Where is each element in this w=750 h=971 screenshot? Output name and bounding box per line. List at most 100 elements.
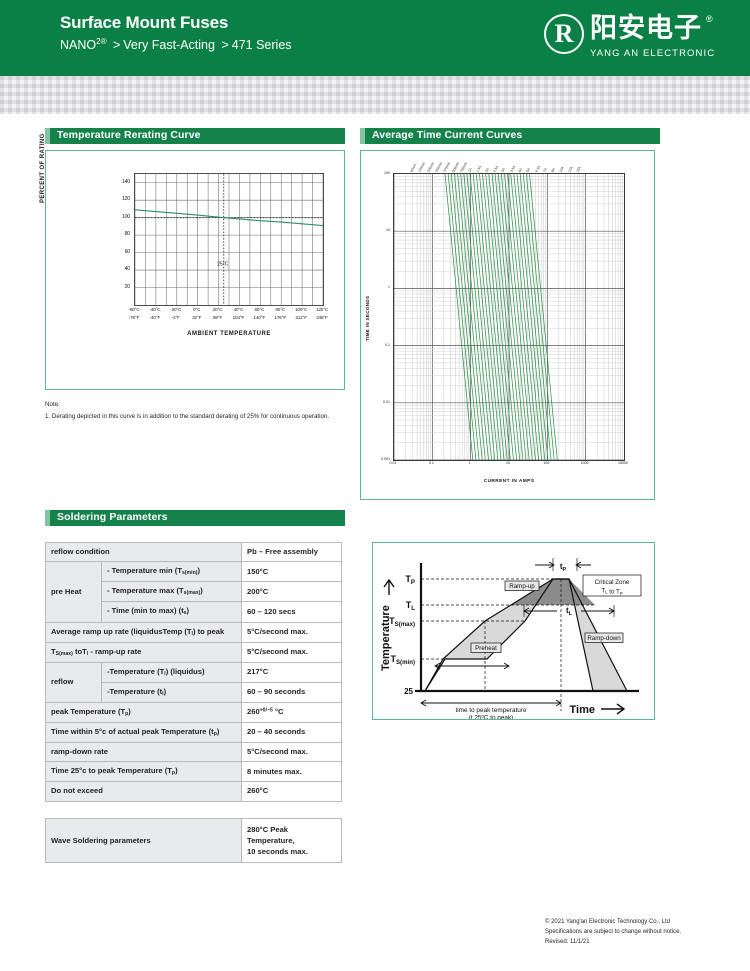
solder-row-value: 260+0/−5 °C (241, 701, 342, 724)
tcc-y-tick: 1 (388, 285, 390, 290)
derating-x-tick-fahrenheit: 32°F (192, 315, 202, 320)
table-row: - Temperature max (Ts(max)) 200°C (46, 581, 342, 603)
tcc-rating-label: 12A (567, 165, 574, 173)
solder-group-label: reflow (45, 661, 102, 703)
tcc-x-tick: 1 (468, 461, 471, 465)
solder-row-label: ramp-down rate (45, 742, 242, 763)
subtitle-chevron-1: > (112, 38, 121, 53)
section-header-soldering-label: Soldering Parameters (57, 511, 168, 523)
reflow-profile-panel: TP TL TS(max) TS(min) 25 Temperature Time Ramp-… (372, 542, 655, 720)
section-header-derating: Temperature Rerating Curve (45, 128, 345, 144)
reflow-bottom-label-1: time to peak temperature (455, 707, 526, 714)
reflow-profile-diagram: TP TL TS(max) TS(min) 25 Temperature Time Ramp-… (380, 558, 642, 720)
derating-x-tick-celsius: -40°C (149, 307, 161, 312)
tcc-y-tick: 100 (384, 171, 390, 175)
reflow-bottom-label-2: (t 25ºC to peak) (469, 715, 514, 720)
solder-row-value: 60 – 90 seconds (241, 681, 342, 703)
solder-row-label: TS(max) toTl - ramp-up rate (45, 641, 242, 663)
soldering-parameters-table: reflow condition Pb – Free assembly pre He… (45, 541, 342, 802)
wave-soldering-value: 280°C Peak Temperature, 10 seconds max. (241, 818, 342, 863)
reflow-ramp-down-label: Ramp-down (587, 635, 621, 642)
subtitle-series: 471 Series (231, 38, 292, 53)
table-row: Do not exceed 260°C (45, 781, 342, 802)
wave-soldering-label: Wave Soldering parameters (45, 818, 242, 863)
tcc-chart-panel: TIME IN SECONDS 62mA 125mA 200mA 250mA 375mA… (360, 150, 655, 500)
page-title: Surface Mount Fuses (60, 13, 229, 32)
solder-row-label: peak Temperature (Tp) (45, 701, 242, 724)
reflow-label-tl: TL (406, 600, 416, 612)
tcc-rating-label: 6.3A (533, 164, 541, 173)
solder-row-label: Time within 5°c of actual peak Temperatu… (45, 721, 242, 744)
derating-y-tick: 40 (124, 266, 131, 273)
solder-row-value: 20 – 40 seconds (241, 721, 342, 744)
reflow-label-tsmax: TS(max) (389, 616, 415, 628)
table-row: Time 25°c to peak Temperature (Tp) 8 minu… (45, 761, 342, 783)
tcc-rating-label: 250mA (434, 161, 443, 173)
section-header-soldering: Soldering Parameters (45, 510, 345, 526)
page-subtitle: NANO2® > Very Fast-Acting >471 Series (60, 37, 292, 52)
temperature-rerating-chart: PERCENT OF RATING 25°C AMBIENT TEMPERATU… (40, 133, 344, 389)
tcc-rating-label: 2.5A (492, 164, 500, 173)
derating-y-tick: 60 (124, 248, 131, 255)
derating-x-axis-title: AMBIENT TEMPERATURE (187, 331, 271, 337)
subtitle-superscript: 2® (96, 37, 107, 46)
derating-y-tick: 20 (124, 283, 131, 290)
table-row: pre Heat - Temperature min (Ts(min)) 150°C (45, 561, 342, 623)
footer-revision: Revised: 11/1/21 (545, 938, 590, 945)
reflow-label-tp: TP (405, 574, 415, 586)
subtitle-fast-acting: Very Fast-Acting (123, 38, 215, 53)
derating-x-tick-celsius: 120°C (315, 307, 329, 312)
derating-curve-svg: 25°C (135, 174, 323, 305)
reflow-label-base: 25 (404, 687, 413, 696)
subtitle-chevron-2: > (221, 38, 229, 53)
table-row: Time within 5°c of actual peak Temperatu… (45, 721, 342, 744)
wave-line-3: 10 seconds max. (247, 847, 308, 856)
tcc-rating-label: 500mA (450, 161, 460, 173)
reflow-label-tsmin: TS(min) (390, 654, 415, 666)
table-row: Average ramp up rate (liquidusTemp (Tl) … (45, 621, 342, 643)
derating-x-tick-fahrenheit: 248°F (316, 315, 328, 320)
derating-y-tick: 80 (124, 231, 131, 238)
section-header-tcc-label: Average Time Current Curves (372, 129, 523, 141)
tcc-x-axis-title: CURRENT IN AMPS (483, 479, 535, 484)
tcc-x-tick: 0.1 (428, 461, 434, 465)
tcc-y-axis-title: TIME IN SECONDS (365, 295, 370, 341)
derating-x-tick-fahrenheit: 176°F (274, 315, 286, 320)
derating-note: Note: 1. Derating depicted in this curve… (45, 400, 345, 421)
reflow-tl-time-label: tL (566, 606, 573, 617)
reflow-critical-zone-title: Critical Zone (595, 579, 630, 586)
derating-x-tick-celsius: 80°C (275, 307, 286, 312)
tcc-x-tick: 0.01 (389, 461, 397, 465)
table-row: reflow condition Pb – Free assembly (45, 541, 342, 563)
note-title: Note: (45, 401, 60, 408)
solder-row-label: -Temperature (Tl) (liquidus) (101, 661, 242, 683)
reflow-x-axis-title: Time (570, 704, 595, 716)
tcc-rating-label: 1.5A (475, 164, 483, 173)
derating-x-tick-celsius: -20°C (170, 307, 182, 312)
solder-row-value: Pb – Free assembly (241, 541, 342, 563)
derating-x-tick-fahrenheit: 140°F (253, 315, 266, 320)
solder-row-label: - Temperature max (Ts(max)) (101, 581, 242, 603)
tcc-rating-labels: 62mA 125mA 200mA 250mA 375mA 500mA 750mA 1A 1.5A… (407, 151, 592, 173)
derating-y-tick: 120 (121, 196, 130, 203)
reflow-tp-time-label: tP (560, 562, 567, 573)
tcc-y-tick: 0.1 (385, 342, 390, 347)
derating-x-tick-celsius: 20°C (212, 307, 223, 312)
table-row: peak Temperature (Tp) 260+0/−5 °C (45, 701, 342, 724)
solder-row-value: 5°C/second max. (241, 621, 342, 643)
derating-y-tick: 140 (121, 178, 130, 185)
tcc-y-tick: 0.01 (383, 399, 390, 404)
tcc-rating-label: 10A (558, 165, 566, 173)
reflow-preheat-label: Preheat (475, 645, 497, 652)
tcc-rating-label: 125mA (417, 161, 427, 173)
solder-row-label: reflow condition (45, 541, 242, 563)
header-texture-band (0, 76, 750, 114)
derating-x-tick-celsius: 100°C (295, 307, 308, 312)
logo-brand-chinese: 阳安电子 (590, 13, 702, 44)
derating-x-tick-fahrenheit: 68°F (212, 315, 223, 320)
derating-25c-annotation: 25°C (217, 262, 229, 268)
subtitle-nano: NANO (60, 38, 97, 53)
section-header-derating-label: Temperature Rerating Curve (57, 129, 201, 141)
derating-x-tick-fahrenheit: 212°F (295, 315, 307, 320)
tcc-rating-label: 375mA (442, 161, 452, 173)
